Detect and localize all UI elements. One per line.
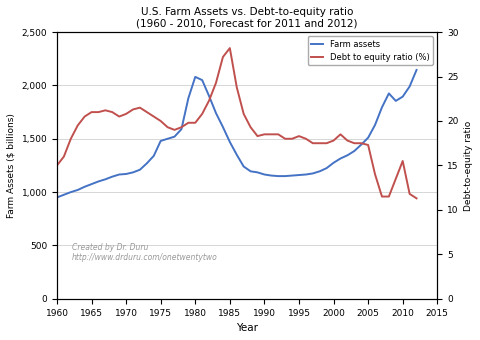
Farm assets [372, 123, 378, 127]
Farm assets [54, 195, 60, 200]
Debt to equity ratio (%) [151, 115, 156, 119]
Debt to equity ratio (%) [276, 132, 281, 136]
Farm assets [151, 154, 156, 158]
Debt to equity ratio (%) [379, 194, 385, 199]
Debt to equity ratio (%) [268, 132, 274, 136]
Line: Debt to equity ratio (%): Debt to equity ratio (%) [57, 48, 417, 198]
Debt to equity ratio (%) [337, 132, 343, 136]
Y-axis label: Debt-to-equity ratio: Debt-to-equity ratio [464, 120, 473, 210]
X-axis label: Year: Year [236, 323, 258, 333]
Debt to equity ratio (%) [227, 46, 233, 50]
Debt to equity ratio (%) [289, 137, 295, 141]
Farm assets [268, 173, 274, 177]
Title: U.S. Farm Assets vs. Debt-to-equity ratio
(1960 - 2010, Forecast for 2011 and 20: U.S. Farm Assets vs. Debt-to-equity rati… [136, 7, 358, 29]
Farm assets [414, 68, 420, 72]
Farm assets [282, 174, 288, 178]
Text: Created by Dr. Duru
http://www.drduru.com/onetwentytwo: Created by Dr. Duru http://www.drduru.co… [72, 243, 218, 262]
Farm assets [331, 161, 336, 165]
Legend: Farm assets, Debt to equity ratio (%): Farm assets, Debt to equity ratio (%) [308, 36, 433, 65]
Debt to equity ratio (%) [54, 164, 60, 168]
Farm assets [262, 172, 267, 176]
Line: Farm assets: Farm assets [57, 70, 417, 198]
Debt to equity ratio (%) [414, 196, 420, 200]
Y-axis label: Farm Assets ($ billions): Farm Assets ($ billions) [7, 113, 16, 218]
